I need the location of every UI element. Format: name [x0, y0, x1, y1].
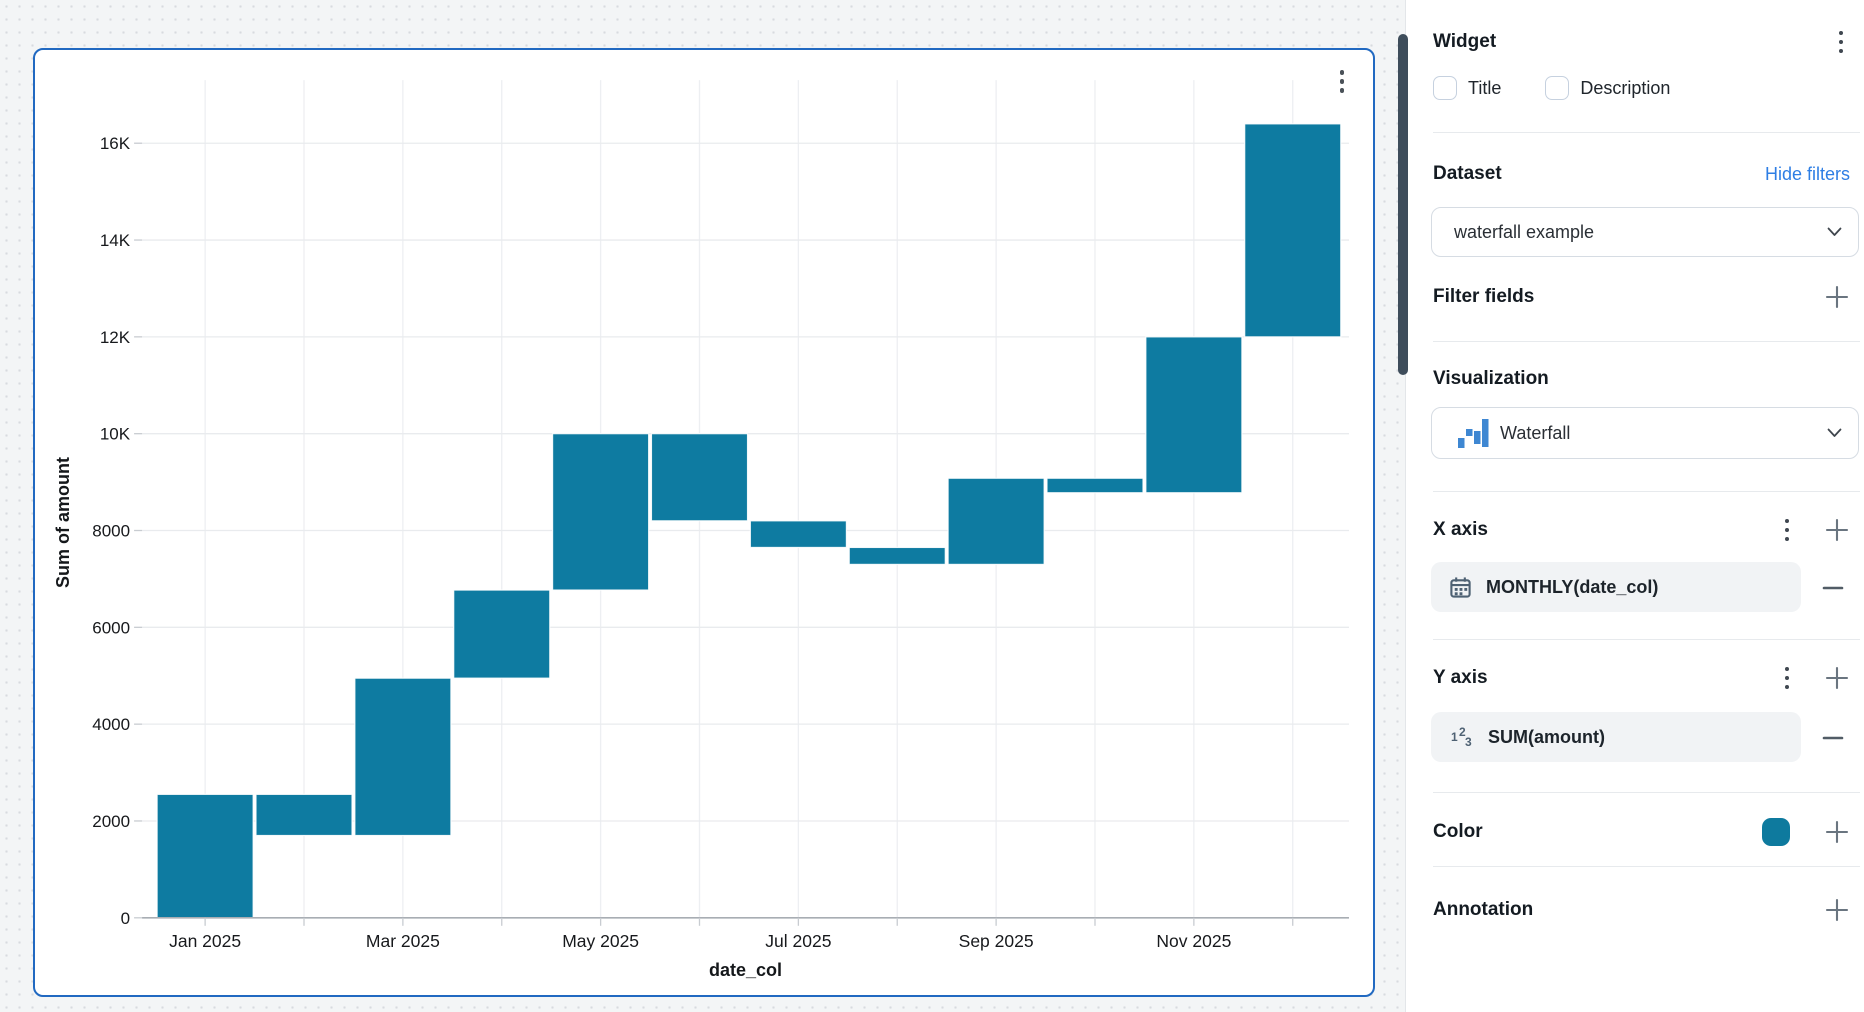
- widget-toggles-row: Title Description: [1433, 74, 1670, 102]
- annotation-header-row: Annotation: [1433, 896, 1850, 924]
- y-tick-label: 0: [121, 909, 130, 928]
- y-tick-label: 14K: [100, 231, 131, 250]
- x-tick-label: Mar 2025: [366, 931, 440, 951]
- divider: [1433, 132, 1860, 133]
- dataset-section-title: Dataset: [1433, 163, 1502, 184]
- waterfall-bar[interactable]: [1046, 477, 1144, 494]
- waterfall-bar[interactable]: [1145, 336, 1243, 494]
- widget-menu-kebab-icon[interactable]: [1832, 29, 1850, 56]
- widget-section-title: Widget: [1433, 31, 1497, 52]
- waterfall-bar[interactable]: [156, 793, 254, 919]
- x-tick-label: May 2025: [562, 931, 639, 951]
- add-y-axis-field-plus-icon[interactable]: [1824, 665, 1850, 691]
- visualization-header-row: Visualization: [1433, 365, 1850, 393]
- divider: [1433, 639, 1860, 640]
- svg-text:2: 2: [1459, 725, 1466, 739]
- x-tick-label: Jul 2025: [765, 931, 831, 951]
- dataset-header-row: Dataset Hide filters: [1433, 160, 1850, 188]
- waterfall-bar[interactable]: [848, 546, 946, 565]
- waterfall-bar[interactable]: [255, 793, 353, 837]
- hide-filters-link[interactable]: Hide filters: [1764, 163, 1850, 184]
- color-section-title: Color: [1433, 821, 1483, 842]
- scrollbar-thumb[interactable]: [1398, 34, 1408, 375]
- x-axis-field-pill[interactable]: MONTHLY(date_col): [1431, 562, 1801, 612]
- filter-fields-row: Filter fields: [1433, 283, 1850, 311]
- y-axis-section-title: Y axis: [1433, 667, 1488, 688]
- waterfall-bar[interactable]: [650, 433, 749, 522]
- x-axis-section-title: X axis: [1433, 519, 1488, 540]
- y-tick-label: 4000: [92, 715, 130, 734]
- y-tick-label: 6000: [92, 618, 130, 637]
- remove-x-axis-field-minus-icon[interactable]: [1822, 577, 1844, 599]
- y-tick-label: 10K: [100, 425, 131, 444]
- color-header-row: Color: [1433, 818, 1850, 846]
- visualization-select[interactable]: Waterfall: [1431, 407, 1859, 459]
- dataset-select[interactable]: waterfall example: [1431, 207, 1859, 257]
- chevron-down-icon: [1827, 428, 1842, 437]
- y-tick-label: 16K: [100, 134, 131, 153]
- visualization-selected-value: Waterfall: [1500, 422, 1571, 443]
- calendar-icon: [1450, 576, 1471, 598]
- add-x-axis-field-plus-icon[interactable]: [1824, 517, 1850, 543]
- add-color-plus-icon[interactable]: [1824, 819, 1850, 845]
- config-panel: Widget Title Description Dataset Hide fi…: [1405, 0, 1864, 1012]
- waterfall-bar[interactable]: [947, 477, 1045, 565]
- waterfall-chart: 0 2000 4000 6000 8000 10K 12K 14K 16K Jan 2025 Mar…: [53, 80, 1349, 980]
- number-123-icon: 1 2 3: [1451, 725, 1472, 749]
- waterfall-chart-icon: [1458, 419, 1489, 448]
- description-checkbox[interactable]: [1545, 76, 1570, 100]
- divider: [1433, 866, 1860, 867]
- x-tick-label: Sep 2025: [959, 931, 1034, 951]
- widget-header-row: Widget: [1433, 28, 1850, 56]
- chart-widget-card[interactable]: 0 2000 4000 6000 8000 10K 12K 14K 16K Jan 2025 Mar…: [33, 48, 1375, 997]
- add-annotation-plus-icon[interactable]: [1824, 897, 1850, 923]
- add-filter-field-plus-icon[interactable]: [1824, 284, 1850, 310]
- divider: [1433, 792, 1860, 793]
- x-tick-label: Jan 2025: [169, 931, 241, 951]
- x-axis-menu-kebab-icon[interactable]: [1778, 517, 1796, 544]
- y-axis-menu-kebab-icon[interactable]: [1778, 665, 1796, 692]
- chart-menu-kebab-icon[interactable]: [1333, 68, 1351, 95]
- svg-text:1: 1: [1451, 730, 1458, 744]
- waterfall-bar[interactable]: [749, 520, 848, 549]
- filter-fields-title: Filter fields: [1433, 286, 1535, 307]
- visualization-section-title: Visualization: [1433, 368, 1549, 389]
- y-tick-label: 8000: [92, 522, 130, 541]
- title-checkbox-label: Title: [1468, 77, 1502, 98]
- x-axis-field-label: MONTHLY(date_col): [1486, 576, 1659, 597]
- divider: [1433, 341, 1860, 342]
- y-axis-header-row: Y axis: [1433, 664, 1850, 692]
- divider: [1433, 491, 1860, 492]
- x-tick-label: Nov 2025: [1156, 931, 1231, 951]
- y-axis-field-label: SUM(amount): [1488, 726, 1605, 747]
- color-swatch[interactable]: [1762, 818, 1790, 846]
- title-checkbox[interactable]: [1433, 76, 1457, 100]
- annotation-section-title: Annotation: [1433, 899, 1534, 920]
- y-tick-label: 2000: [92, 812, 130, 831]
- chevron-down-icon: [1827, 227, 1842, 236]
- remove-y-axis-field-minus-icon[interactable]: [1822, 727, 1844, 749]
- dataset-selected-value: waterfall example: [1454, 221, 1595, 242]
- x-axis-title: date_col: [709, 960, 782, 980]
- y-axis-field-pill[interactable]: 1 2 3 SUM(amount): [1431, 712, 1801, 762]
- x-axis-header-row: X axis: [1433, 516, 1850, 544]
- waterfall-bar[interactable]: [551, 433, 650, 591]
- waterfall-bar[interactable]: [1244, 123, 1342, 338]
- svg-text:3: 3: [1465, 735, 1472, 749]
- y-tick-label: 12K: [100, 328, 131, 347]
- description-checkbox-label: Description: [1580, 77, 1671, 98]
- waterfall-bar[interactable]: [354, 677, 452, 837]
- y-axis-title: Sum of amount: [53, 457, 73, 588]
- waterfall-bar[interactable]: [453, 589, 551, 679]
